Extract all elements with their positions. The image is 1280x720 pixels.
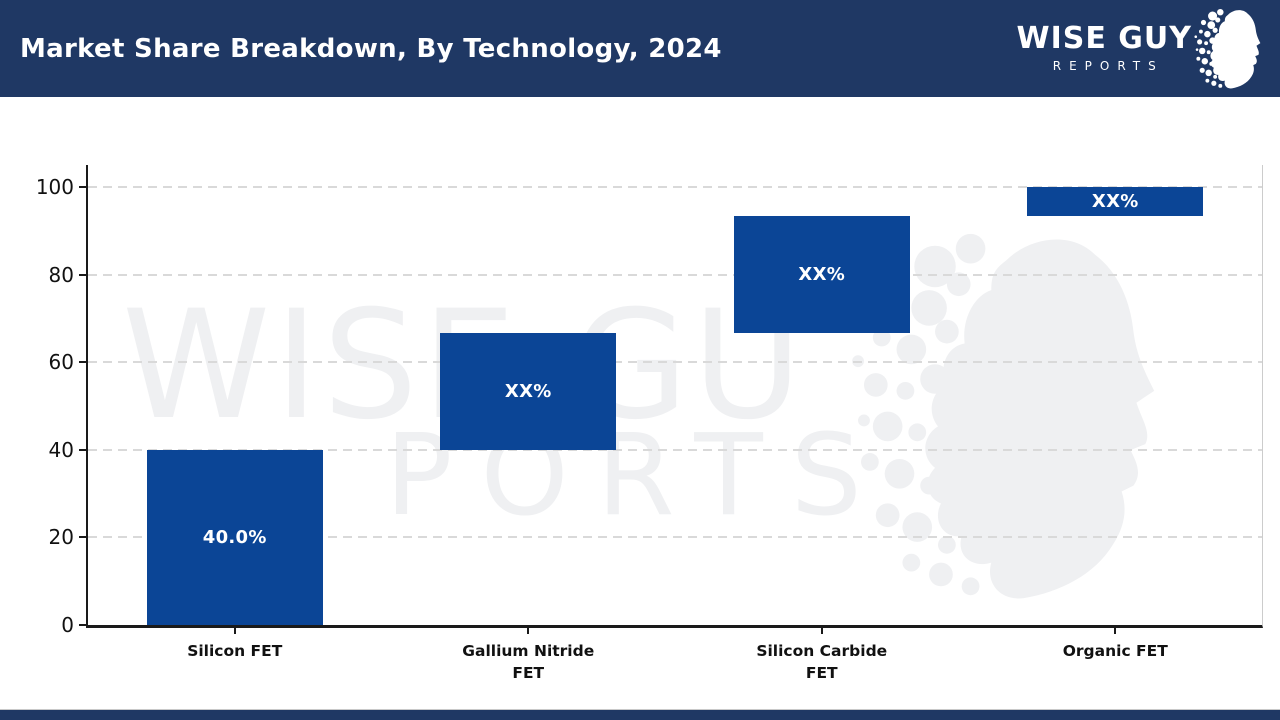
- x-tick-label: Silicon Carbide FET: [756, 642, 888, 682]
- bar: XX%: [1027, 187, 1204, 217]
- bar: 40.0%: [146, 449, 323, 625]
- y-tick-label: 60: [48, 350, 74, 375]
- plot-area: 0 20 40 60 80 100 40.0% Silicon FET XX% Gallium N…: [36, 165, 1263, 682]
- logo-wiseguy-text: WISE GUY: [1016, 21, 1192, 56]
- brand-logo-text: WISE GUY REPORTS: [1016, 21, 1192, 74]
- y-tick-mark: [79, 361, 86, 364]
- gridline: [88, 361, 1262, 364]
- logo-head-icon: [1194, 7, 1266, 91]
- x-tick-label: Organic FET: [1062, 642, 1168, 660]
- y-tick-label: 40: [48, 437, 74, 462]
- y-tick-mark: [79, 448, 86, 451]
- bar-value-label: 40.0%: [202, 526, 267, 548]
- y-tick-label: 80: [48, 262, 74, 287]
- y-tick-mark: [79, 624, 86, 626]
- x-tick-label: Silicon FET: [187, 642, 283, 660]
- y-tick-mark: [79, 186, 86, 188]
- x-tick-mark: [820, 628, 823, 634]
- bar-value-label: XX%: [1091, 191, 1139, 213]
- logo-reports-text: REPORTS: [1052, 59, 1164, 73]
- y-tick-label: 20: [48, 525, 74, 550]
- gridline: [88, 536, 1262, 539]
- bar-value-label: XX%: [798, 264, 846, 286]
- y-tick-mark: [79, 273, 86, 276]
- footer-bar: [0, 710, 1280, 720]
- bar-value-label: XX%: [504, 380, 552, 402]
- y-tick-label: 0: [61, 613, 74, 637]
- bar: XX%: [733, 216, 910, 333]
- x-tick-mark: [233, 628, 236, 634]
- x-tick-mark: [527, 628, 530, 634]
- footer-hairline: [0, 709, 1280, 710]
- y-tick-label: 100: [35, 175, 74, 199]
- gridline: [88, 186, 1262, 188]
- y-tick-mark: [79, 536, 86, 539]
- gridline: [88, 448, 1262, 451]
- bar: XX%: [440, 332, 617, 450]
- gridline: [88, 273, 1262, 276]
- header-bar: Market Share Breakdown, By Technology, 2…: [0, 0, 1280, 97]
- x-tick-label: Gallium Nitride FET: [462, 642, 595, 682]
- chart-title: Market Share Breakdown, By Technology, 2…: [20, 33, 722, 64]
- x-tick-mark: [1114, 628, 1117, 634]
- brand-logo: WISE GUY REPORTS: [1016, 7, 1266, 91]
